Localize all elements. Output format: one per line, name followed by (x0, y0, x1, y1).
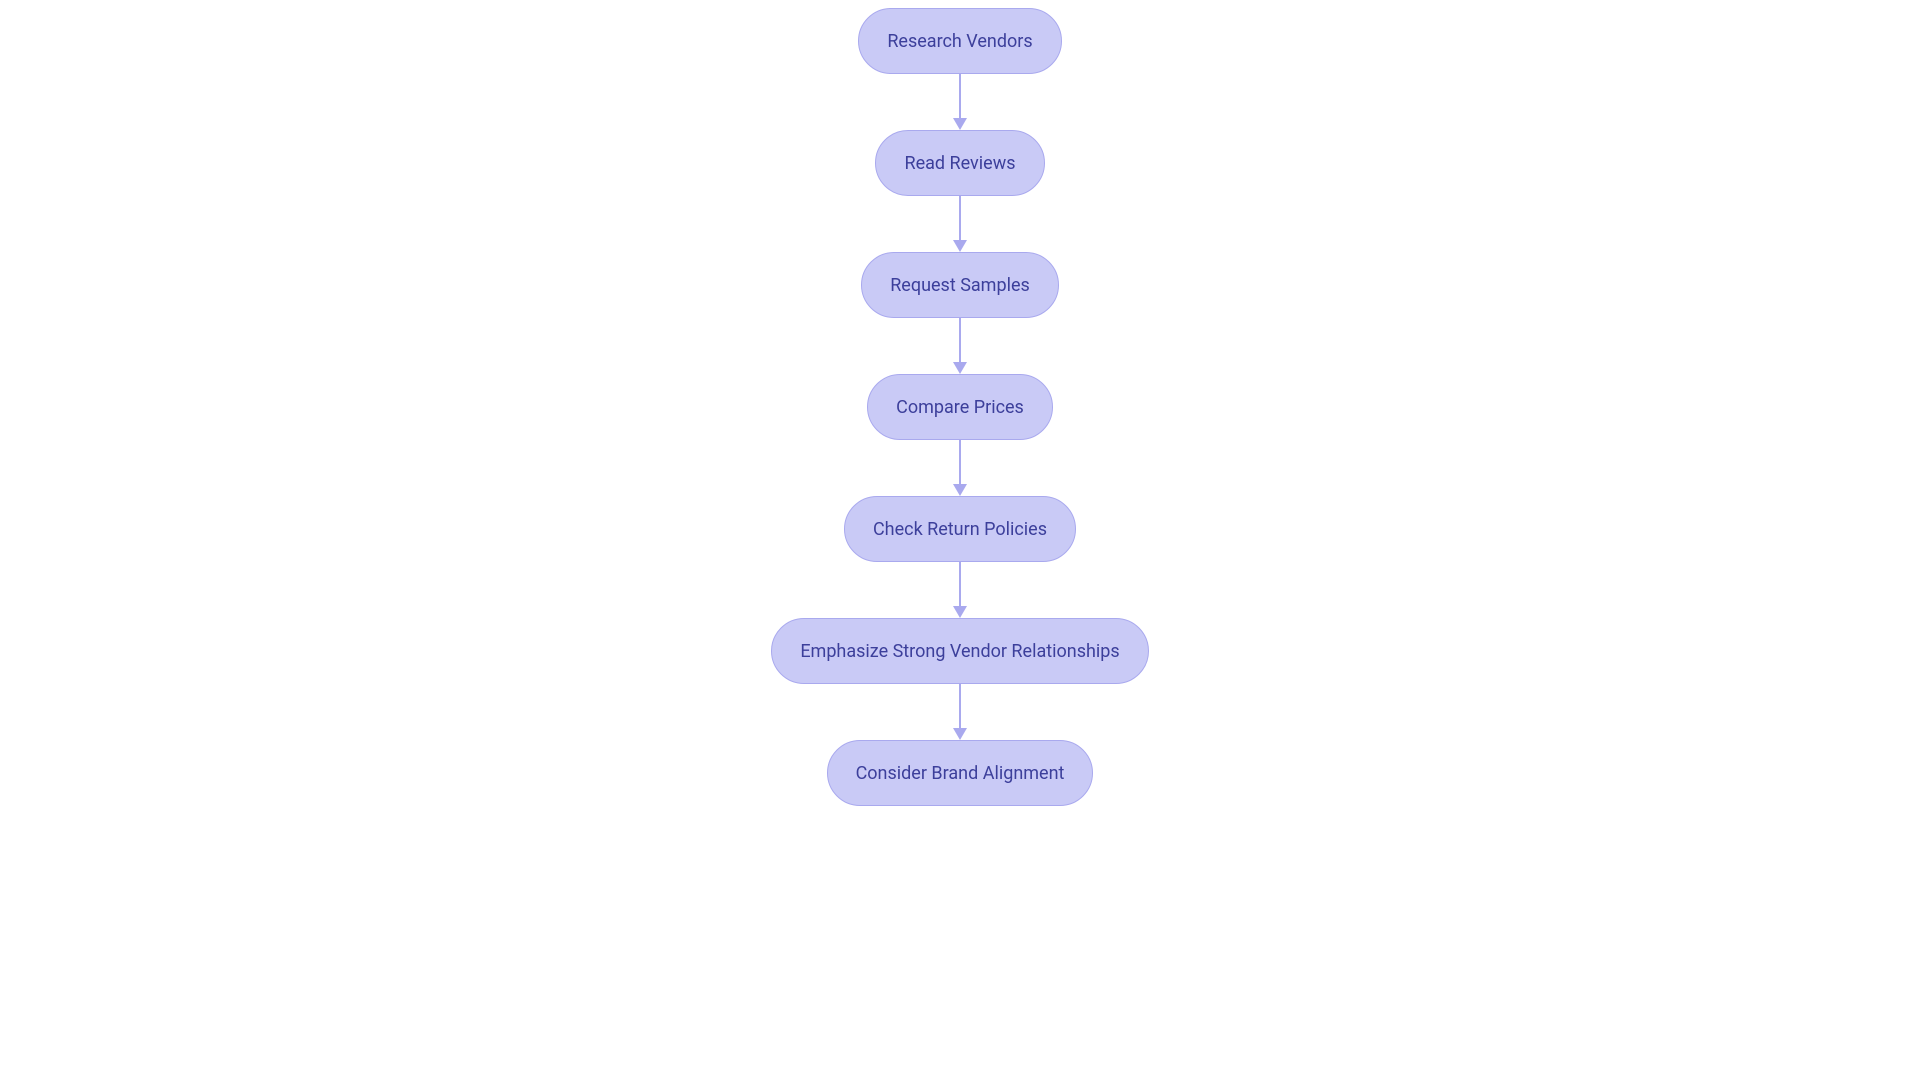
node-label: Compare Prices (896, 397, 1024, 418)
arrow-line (959, 196, 961, 240)
node-label: Consider Brand Alignment (856, 763, 1065, 784)
arrow (953, 196, 967, 252)
arrow-line (959, 74, 961, 118)
node-check-return-policies: Check Return Policies (844, 496, 1076, 562)
node-emphasize-strong-vendor-relationships: Emphasize Strong Vendor Relationships (771, 618, 1148, 684)
node-research-vendors: Research Vendors (858, 8, 1061, 74)
arrow-head-icon (953, 484, 967, 496)
arrow (953, 74, 967, 130)
node-consider-brand-alignment: Consider Brand Alignment (827, 740, 1094, 806)
arrow-head-icon (953, 362, 967, 374)
arrow (953, 562, 967, 618)
flowchart-container: Research Vendors Read Reviews Request Sa… (771, 8, 1148, 806)
arrow-head-icon (953, 606, 967, 618)
arrow-line (959, 684, 961, 728)
arrow-head-icon (953, 240, 967, 252)
arrow-line (959, 440, 961, 484)
node-label: Check Return Policies (873, 519, 1047, 540)
arrow-head-icon (953, 118, 967, 130)
node-label: Read Reviews (904, 153, 1015, 174)
arrow-line (959, 562, 961, 606)
node-label: Request Samples (890, 275, 1030, 296)
arrow (953, 440, 967, 496)
arrow (953, 318, 967, 374)
node-request-samples: Request Samples (861, 252, 1059, 318)
node-read-reviews: Read Reviews (875, 130, 1044, 196)
node-compare-prices: Compare Prices (867, 374, 1053, 440)
arrow (953, 684, 967, 740)
node-label: Research Vendors (887, 31, 1032, 52)
arrow-head-icon (953, 728, 967, 740)
node-label: Emphasize Strong Vendor Relationships (800, 641, 1119, 662)
arrow-line (959, 318, 961, 362)
